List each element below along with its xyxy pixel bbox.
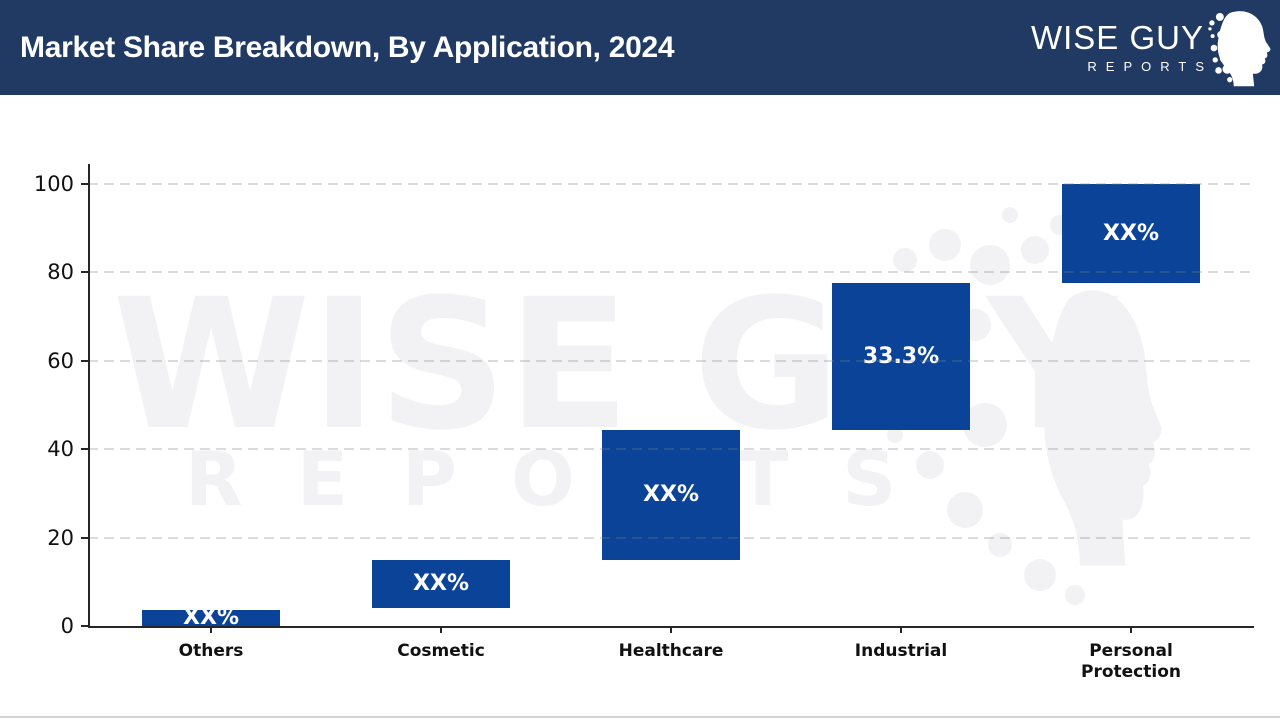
logo-subtitle: REPORTS: [1087, 58, 1213, 74]
header-bar: Market Share Breakdown, By Application, …: [0, 0, 1280, 95]
x-axis-category-label-others: Others: [178, 641, 244, 661]
y-axis-tick: [81, 271, 88, 274]
bar-cosmetic: XX%: [372, 559, 510, 609]
y-axis-tick-label: 0: [60, 614, 74, 638]
y-axis-tick: [81, 183, 88, 185]
x-axis-tick: [670, 626, 672, 633]
x-axis-category-label-healthcare: Healthcare: [618, 641, 724, 661]
y-axis-tick: [81, 359, 88, 362]
bar-industrial: 33.3%: [832, 283, 970, 431]
y-axis-tick-label: 40: [47, 437, 74, 462]
y-axis-tick-label: 80: [47, 260, 74, 285]
logo-wordmark: WISE GUY: [1030, 19, 1204, 57]
y-axis-tick-label: 20: [47, 525, 74, 550]
bar-value-label-cosmetic: XX%: [413, 571, 469, 597]
bar-value-label-healthcare: XX%: [643, 482, 699, 508]
x-axis-category-label-industrial: Industrial: [854, 641, 948, 661]
y-axis-line: [88, 164, 90, 628]
y-axis-tick: [81, 448, 88, 451]
x-axis-tick: [440, 626, 442, 633]
plot-area: 0 20 40 60 80 100 XX% Others XX% Cosmetic XX% Healt…: [0, 95, 1280, 715]
page-title: Market Share Breakdown, By Application, …: [20, 30, 675, 64]
y-axis-tick: [81, 536, 88, 539]
bar-value-label-personal-protection: XX%: [1103, 221, 1159, 246]
bottom-divider: [0, 716, 1280, 718]
bar-others: XX%: [142, 609, 280, 626]
dotted-head-icon: [1208, 10, 1271, 86]
bar-value-label-industrial: 33.3%: [862, 344, 940, 370]
bar-healthcare: XX%: [602, 430, 740, 560]
chart-canvas: WISE GUY REPORTS 0 20 40 60 80 100 XX% Others XX…: [0, 95, 1280, 715]
wise-guy-logo: WISE GUY REPORTS: [1031, 4, 1272, 91]
x-axis-category-label-cosmetic: Cosmetic: [397, 641, 485, 661]
gridline-60: [88, 359, 1254, 362]
x-axis-category-label-personal-protection: Personal Protection: [1081, 641, 1181, 683]
bar-personal-protection: XX%: [1062, 184, 1200, 283]
y-axis-tick-label: 100: [33, 172, 74, 196]
logo-text: WISE GUY REPORTS: [1031, 21, 1204, 74]
y-axis-tick: [81, 625, 88, 627]
bar-value-label-others: XX%: [183, 609, 239, 626]
x-axis-tick: [900, 626, 902, 633]
y-axis-tick-label: 60: [47, 348, 74, 373]
x-axis-tick: [210, 626, 212, 633]
x-axis-tick: [1130, 626, 1132, 633]
